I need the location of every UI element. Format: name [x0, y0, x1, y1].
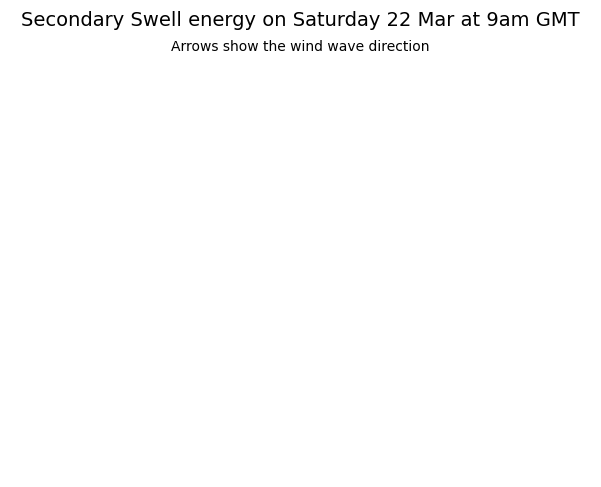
- Text: Secondary Swell energy on Saturday 22 Mar at 9am GMT: Secondary Swell energy on Saturday 22 Ma…: [21, 11, 580, 30]
- Text: Map requires cartopy: Map requires cartopy: [227, 266, 374, 280]
- Text: Arrows show the wind wave direction: Arrows show the wind wave direction: [171, 40, 430, 54]
